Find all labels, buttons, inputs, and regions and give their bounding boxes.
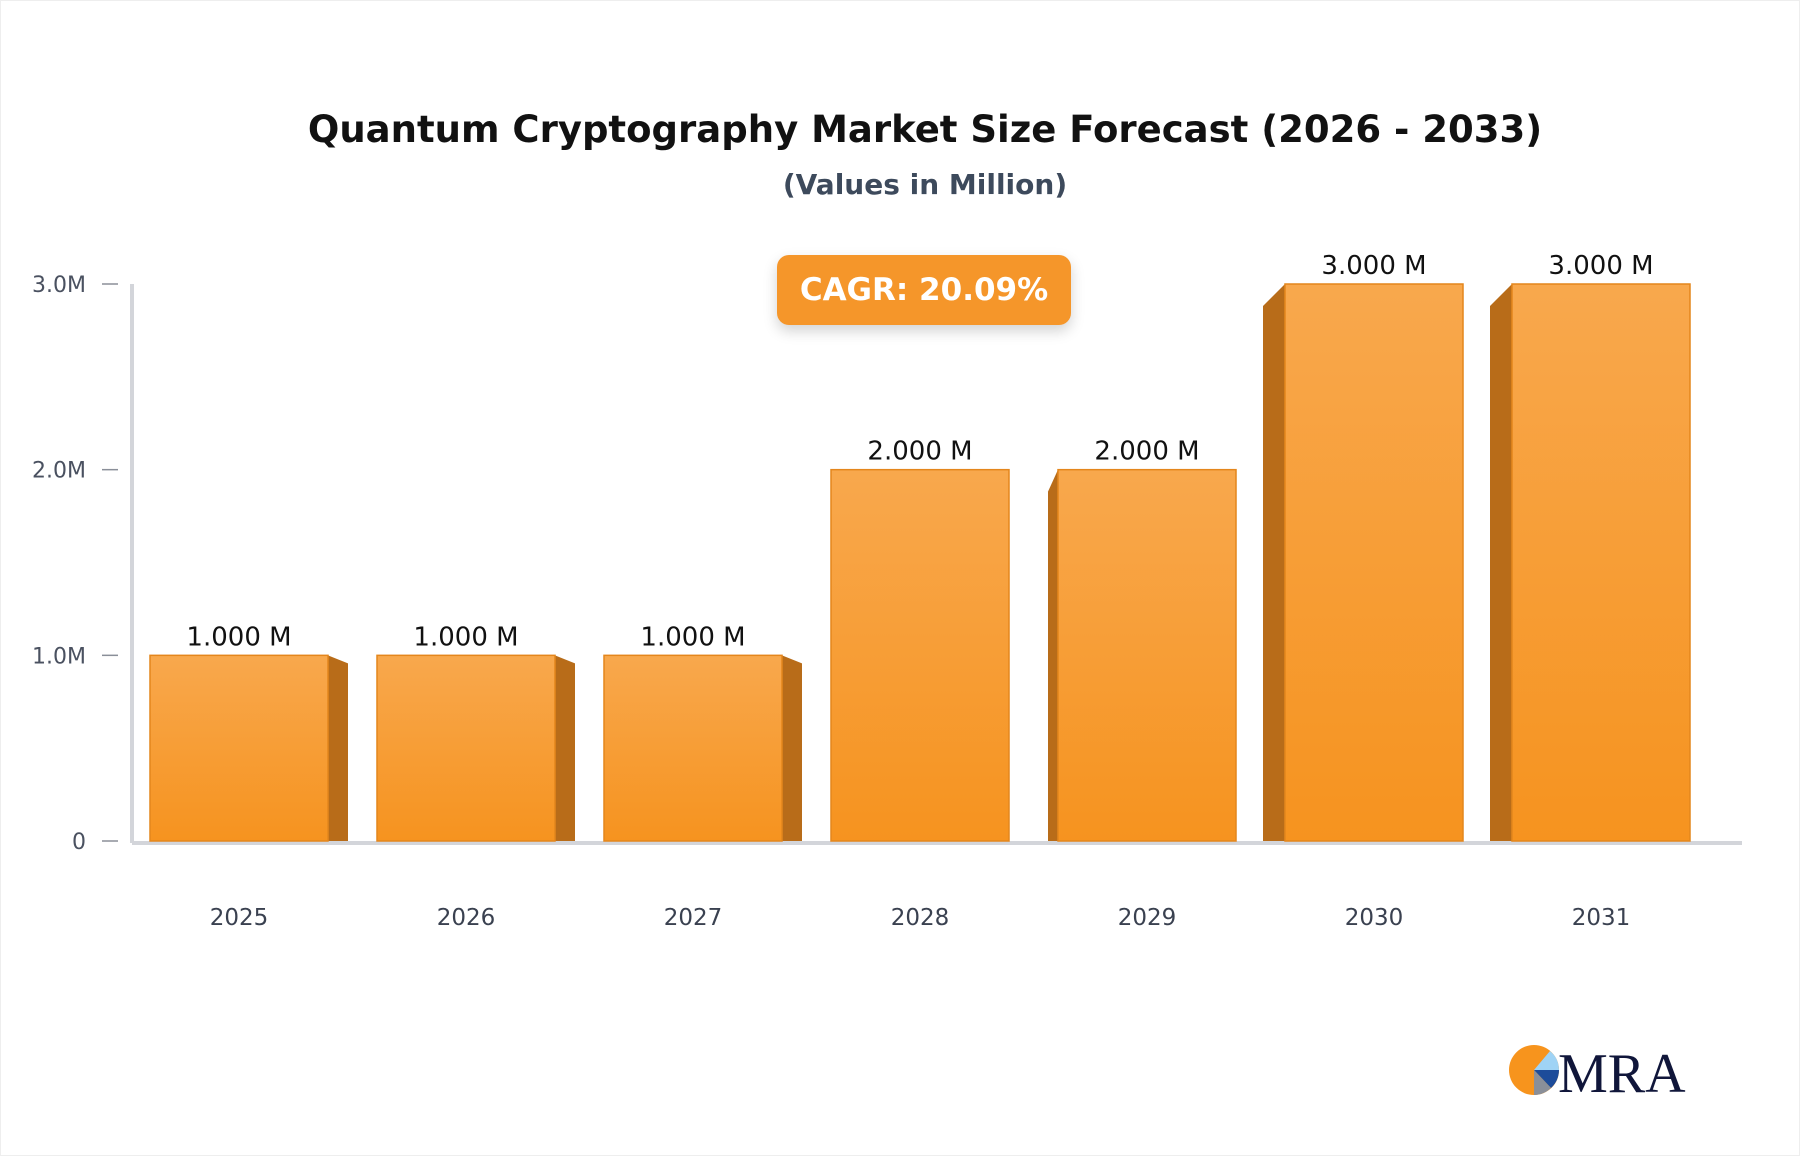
mra-logo: MRA [1509,1043,1686,1100]
bar-2028 [830,468,1010,842]
x-tick-label: 2026 [437,905,496,931]
y-tick-label: 1.0M [32,644,86,669]
x-tick-label: 2031 [1572,905,1631,931]
data-label: 3.000 M [1321,251,1426,281]
x-tick-label: 2028 [891,905,950,931]
data-label: 1.000 M [640,622,745,652]
y-tick-label: 3.0M [32,273,86,298]
data-label: 2.000 M [867,437,972,467]
data-label: 1.000 M [413,622,518,652]
chart-subtitle: (Values in Million) [782,168,1068,201]
chart-title: Quantum Cryptography Market Size Forecas… [307,108,1543,151]
data-label: 1.000 M [186,622,291,652]
x-tick-label: 2025 [210,905,269,931]
bar-2025 [149,654,329,842]
bar-side [782,655,802,841]
data-label: 3.000 M [1548,251,1653,281]
y-tick-label: 0 [72,830,86,855]
bar-2031 [1511,283,1691,842]
bar-side [328,655,348,841]
x-tick-label: 2029 [1118,905,1177,931]
x-tick-label: 2030 [1345,905,1404,931]
bar-side [1490,284,1512,841]
data-label: 2.000 M [1094,437,1199,467]
bar-side [1263,284,1285,841]
bar-2027 [603,654,783,842]
bar-side [555,655,575,841]
bar-2026 [376,654,556,842]
bar-2030 [1284,283,1464,842]
bar-side [1048,469,1058,841]
svg-text:MRA: MRA [1558,1043,1686,1100]
bar-2029 [1057,468,1237,842]
x-tick-label: 2027 [664,905,723,931]
y-tick-label: 2.0M [32,459,86,484]
cagr-badge: CAGR: 20.09% [777,255,1071,325]
